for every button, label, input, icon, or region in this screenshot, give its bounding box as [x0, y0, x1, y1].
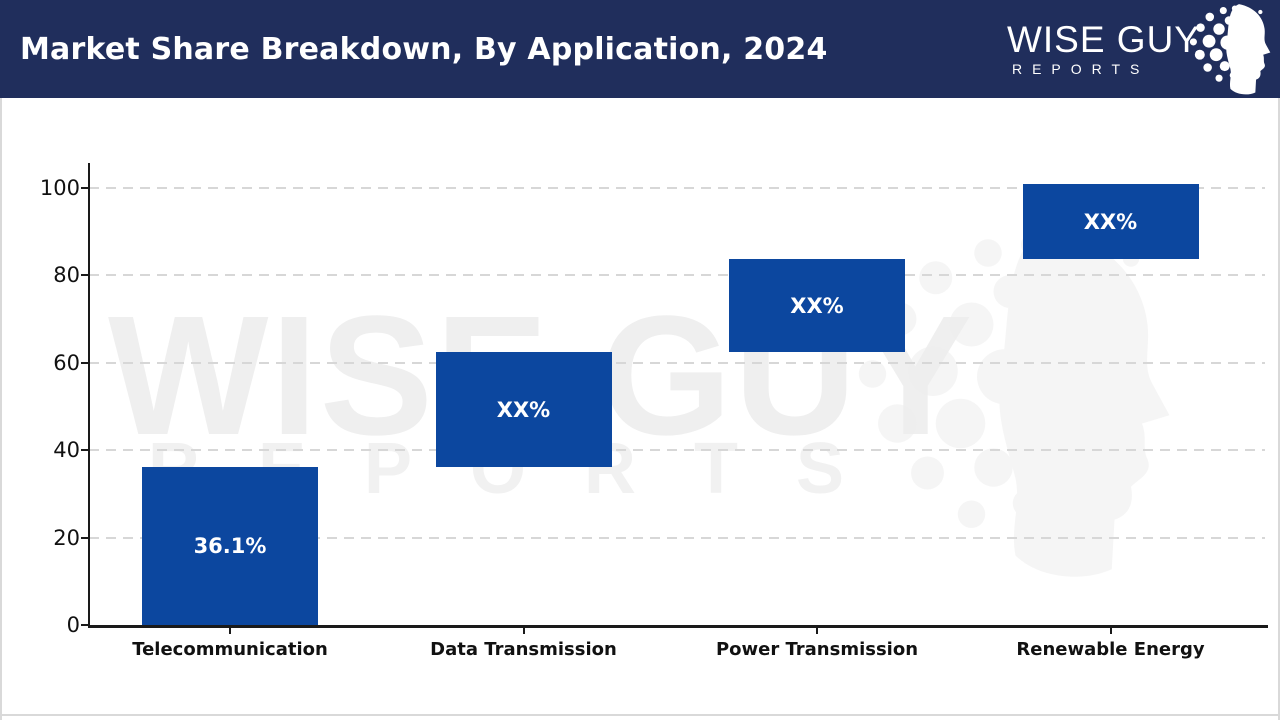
x-axis-line: [88, 625, 1268, 628]
brand-logo: WISE GUY REPORTS: [1007, 0, 1272, 98]
bar-segment-3: XX%: [729, 259, 905, 353]
frame-left-border: [0, 98, 2, 720]
y-tick-mark-60: [81, 361, 89, 364]
x-tick-mark-1: [229, 625, 231, 634]
x-category-label-2: Data Transmission: [430, 639, 617, 660]
brand-name: WISE GUY: [1006, 19, 1200, 60]
x-category-label-3: Power Transmission: [715, 639, 919, 660]
y-axis-line: [88, 163, 90, 628]
y-tick-label-20: 20: [53, 525, 80, 550]
page-title: Market Share Breakdown, By Application, …: [20, 31, 828, 67]
y-tick-mark-0: [81, 624, 89, 626]
y-tick-label-100: 100: [39, 175, 80, 200]
y-tick-mark-80: [81, 274, 89, 276]
header: Market Share Breakdown, By Application, …: [0, 0, 1280, 98]
bar-segment-2: XX%: [435, 352, 612, 468]
y-tick-label-40: 40: [53, 438, 80, 462]
x-tick-mark-2: [522, 625, 525, 634]
gridline-20: [89, 536, 1265, 539]
x-category-label-1: Telecommunication: [132, 639, 328, 660]
x-tick-mark-3: [816, 625, 818, 634]
gridline-60: [89, 361, 1265, 364]
brand-sub: REPORTS: [1011, 61, 1150, 77]
y-tick-mark-40: [81, 449, 89, 451]
gridline-80: [89, 274, 1265, 276]
gridline-40: [89, 449, 1265, 451]
frame-right-border: [1278, 98, 1280, 720]
chart-area: WISE GUY REPORTS 0 20 40 60 80 100 36.1% Teleco…: [0, 98, 1280, 720]
bar-value-label: 36.1%: [193, 534, 267, 559]
y-tick-label-80: 80: [53, 263, 80, 287]
bar-value-label: XX%: [1083, 209, 1138, 234]
brand-text: WISE GUY REPORTS: [1007, 21, 1200, 77]
x-category-label-4: Renewable Energy: [1016, 639, 1205, 660]
bar-value-label: XX%: [790, 293, 844, 318]
y-tick-label-60: 60: [53, 350, 80, 375]
bar-value-label: XX%: [496, 397, 551, 422]
y-tick-mark-20: [81, 536, 89, 539]
y-tick-label-0: 0: [66, 613, 80, 637]
x-tick-mark-4: [1109, 625, 1112, 634]
bar-segment-1: 36.1%: [142, 467, 318, 625]
gridline-100: [89, 186, 1265, 189]
bar-segment-4: XX%: [1022, 184, 1199, 260]
frame-bottom-border: [0, 714, 1280, 716]
y-tick-mark-100: [81, 186, 89, 189]
